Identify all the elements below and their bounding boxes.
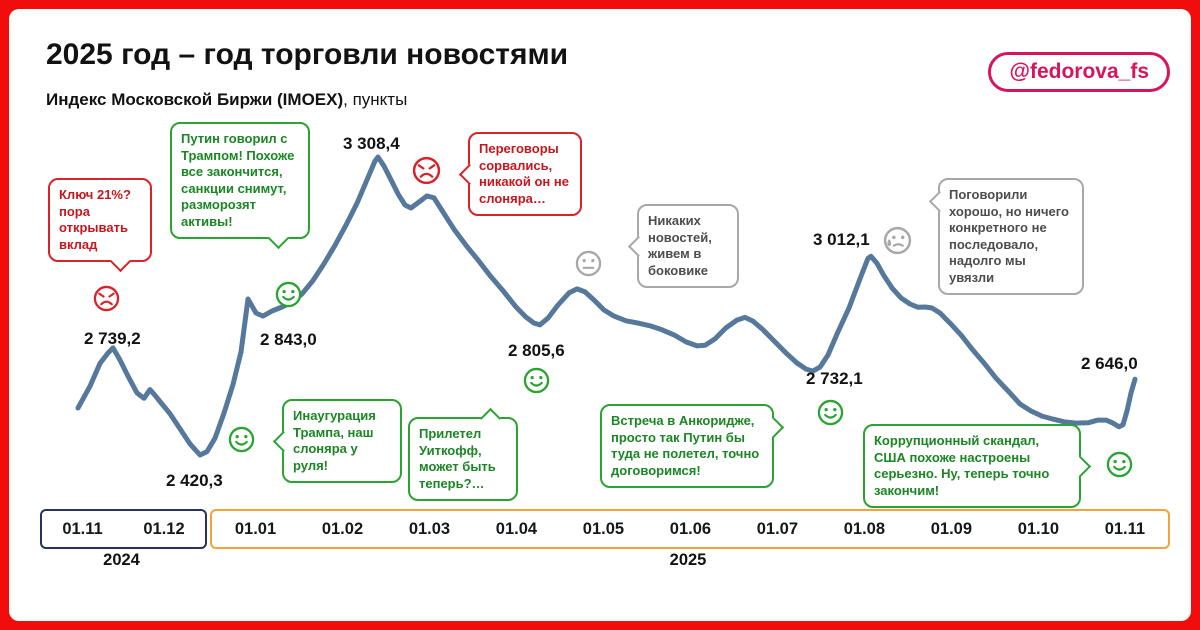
axis-tick: 01.04 xyxy=(495,519,538,538)
axis-tick: 01.06 xyxy=(669,519,712,538)
year-label-2024: 2024 xyxy=(103,551,140,569)
axis-box-2025: 01.01 01.02 01.03 01.04 01.05 01.06 01.0… xyxy=(210,509,1170,549)
callout-no-news: Никаких новостей, живем в боковике xyxy=(637,204,739,288)
smiley-face-icon xyxy=(275,281,302,308)
value-label-apr25-low: 2 805,6 xyxy=(508,341,565,360)
axis-box-2024: 01.11 01.12 xyxy=(40,509,207,549)
value-label-aug25-low: 2 732,1 xyxy=(806,369,863,388)
author-handle-badge[interactable]: @fedorova_fs xyxy=(988,52,1170,92)
chart-subtitle: Индекс Московской Биржи (IMOEX), пункты xyxy=(46,90,407,110)
callout-anchorage: Встреча в Анкоридже, просто так Путин бы… xyxy=(600,404,774,488)
angry-face-icon xyxy=(412,156,441,185)
chart-subtitle-index: Индекс Московской Биржи (IMOEX) xyxy=(46,90,344,109)
smiley-face-icon xyxy=(228,426,255,453)
smiley-face-icon xyxy=(1106,451,1133,478)
axis-tick: 01.01 xyxy=(234,519,277,538)
year-label-2025: 2025 xyxy=(669,551,707,569)
callout-corruption: Коррупционный скандал, США похоже настро… xyxy=(863,424,1081,508)
chart-subtitle-units: , пункты xyxy=(343,90,408,109)
callout-key-rate: Ключ 21%? пора открывать вклад xyxy=(48,178,152,262)
axis-tick: 01.02 xyxy=(321,519,364,538)
axis-tick: 01.05 xyxy=(582,519,625,538)
axis-tick: 01.10 xyxy=(1017,519,1059,538)
callout-putin-trump: Путин говорил с Трампом! Похоже все зако… xyxy=(170,122,310,239)
value-label-jan25: 2 843,0 xyxy=(260,330,317,349)
axis-tick: 01.09 xyxy=(930,519,973,538)
value-label-feb25-peak: 3 308,4 xyxy=(343,134,400,153)
callout-witkoff: Прилетел Уиткофф, может быть теперь?… xyxy=(408,417,518,501)
axis-tick: 01.11 xyxy=(62,519,103,538)
value-label-dec24-low: 2 420,3 xyxy=(166,471,223,490)
axis-tick: 01.11 xyxy=(1104,519,1146,538)
sad-sweat-face-icon xyxy=(883,226,912,255)
value-label-aug25-peak: 3 012,1 xyxy=(813,230,870,249)
axis-tick: 01.07 xyxy=(756,519,799,538)
callout-talked-well: Поговорили хорошо, но ничего конкретного… xyxy=(938,178,1084,295)
value-label-nov25-last: 2 646,0 xyxy=(1081,354,1138,373)
axis-tick: 01.12 xyxy=(143,519,185,538)
callout-inauguration: Инаугурация Трампа, наш слоняра у руля! xyxy=(282,399,402,483)
neutral-face-icon xyxy=(575,250,602,277)
smiley-face-icon xyxy=(523,367,550,394)
smiley-face-icon xyxy=(817,399,844,426)
angry-face-icon xyxy=(93,285,120,312)
page-title: 2025 год – год торговли новостями xyxy=(46,38,569,71)
axis-tick: 01.03 xyxy=(408,519,451,538)
callout-talks-failed: Переговоры сорвались, никакой он не слон… xyxy=(468,132,582,216)
value-label-nov24-peak: 2 739,2 xyxy=(84,329,141,348)
axis-tick: 01.08 xyxy=(843,519,886,538)
